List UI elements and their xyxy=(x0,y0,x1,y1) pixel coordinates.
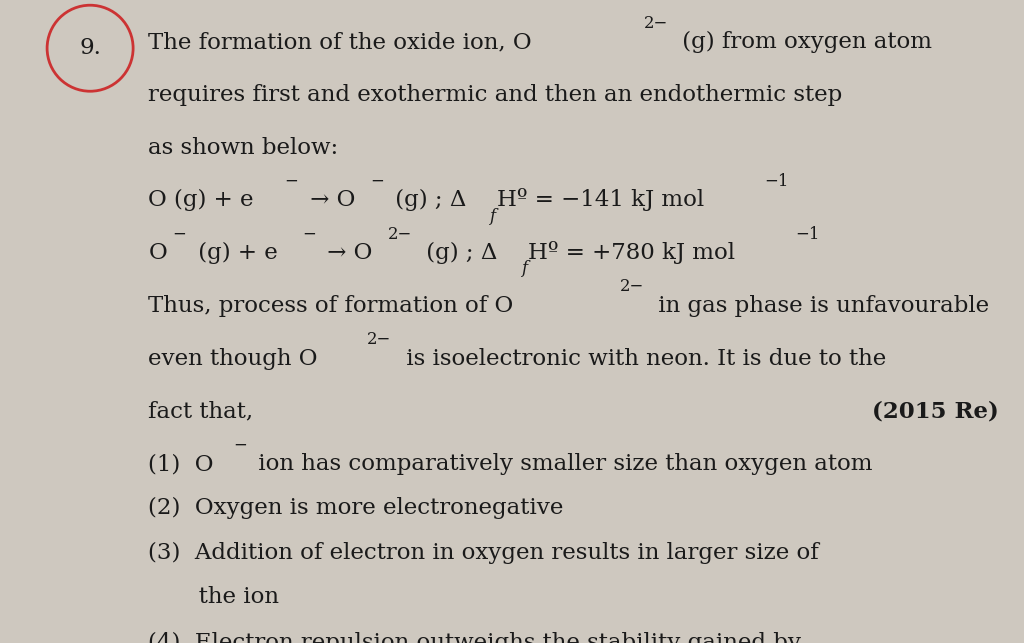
Text: −: − xyxy=(285,173,298,190)
Text: fact that,: fact that, xyxy=(148,401,254,422)
Text: 2−: 2− xyxy=(620,278,644,295)
Text: requires first and exothermic and then an endothermic step: requires first and exothermic and then a… xyxy=(148,84,843,106)
Text: −: − xyxy=(173,226,186,242)
Text: Hº = +780 kJ mol: Hº = +780 kJ mol xyxy=(528,241,735,264)
Text: (g) ; Δ: (g) ; Δ xyxy=(388,189,466,212)
Text: −: − xyxy=(370,173,384,190)
Text: 2−: 2− xyxy=(368,331,391,348)
Text: (3)  Addition of electron in oxygen results in larger size of: (3) Addition of electron in oxygen resul… xyxy=(148,541,819,564)
Text: −: − xyxy=(302,226,316,242)
Text: 2−: 2− xyxy=(388,226,413,242)
Text: (2015 Re): (2015 Re) xyxy=(871,401,998,422)
Text: −: − xyxy=(233,437,247,453)
Text: The formation of the oxide ion, O: The formation of the oxide ion, O xyxy=(148,32,532,53)
Text: → O: → O xyxy=(302,190,355,212)
Text: −1: −1 xyxy=(764,173,788,190)
Text: O: O xyxy=(148,242,167,264)
Text: −1: −1 xyxy=(796,226,820,242)
Text: (4)  Electron repulsion outweighs the stability gained by: (4) Electron repulsion outweighs the sta… xyxy=(148,632,802,643)
Text: O (g) + e: O (g) + e xyxy=(148,189,254,212)
Text: (g) from oxygen atom: (g) from oxygen atom xyxy=(675,31,932,53)
Text: 9.: 9. xyxy=(79,37,101,59)
Text: ion has comparatively smaller size than oxygen atom: ion has comparatively smaller size than … xyxy=(251,453,872,475)
Text: (g) + e: (g) + e xyxy=(190,242,278,264)
Text: as shown below:: as shown below: xyxy=(148,137,339,159)
Text: (1)  O: (1) O xyxy=(148,453,214,475)
Text: 2−: 2− xyxy=(643,15,668,32)
Text: is isoelectronic with neon. It is due to the: is isoelectronic with neon. It is due to… xyxy=(398,348,886,370)
Text: f: f xyxy=(520,260,526,277)
Text: the ion: the ion xyxy=(148,586,280,608)
Text: f: f xyxy=(489,208,496,224)
Text: in gas phase is unfavourable: in gas phase is unfavourable xyxy=(651,295,989,317)
Text: Thus, process of formation of O: Thus, process of formation of O xyxy=(148,295,514,317)
Text: Hº = −141 kJ mol: Hº = −141 kJ mol xyxy=(497,188,705,212)
Text: (g) ; Δ: (g) ; Δ xyxy=(420,242,498,264)
Text: even though O: even though O xyxy=(148,348,318,370)
Text: (2)  Oxygen is more electronegative: (2) Oxygen is more electronegative xyxy=(148,497,564,520)
Text: → O: → O xyxy=(321,242,373,264)
